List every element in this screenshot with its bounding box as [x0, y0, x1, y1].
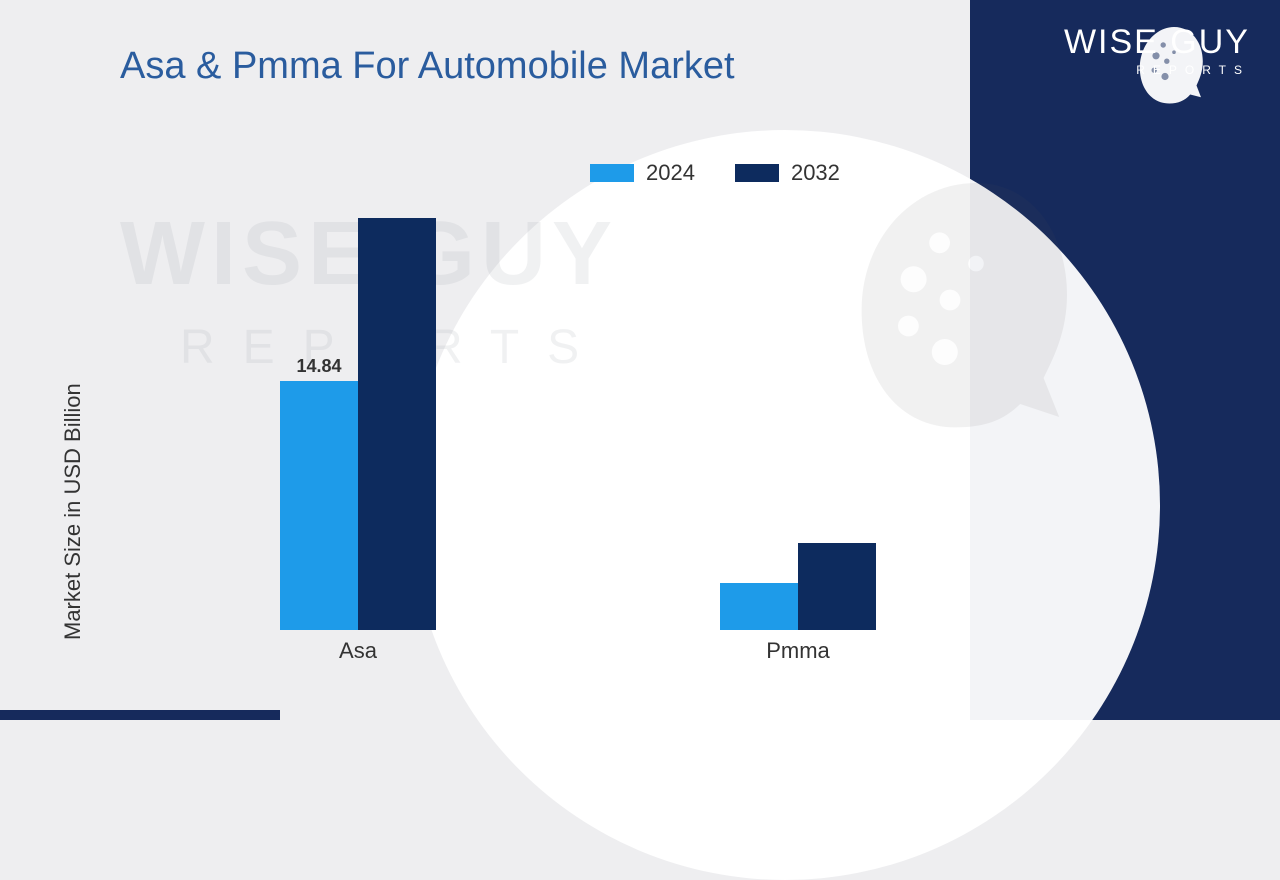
- chart-title: Asa & Pmma For Automobile Market: [120, 45, 735, 88]
- legend-swatch-2024: [590, 164, 634, 182]
- bar-pmma-2024: [720, 583, 798, 630]
- bar-group-asa: 14.84Asa: [280, 218, 436, 630]
- bar-value-label: 14.84: [296, 356, 341, 377]
- plot-region: 14.84Asa Pmma: [120, 210, 940, 630]
- x-axis-label: Pmma: [766, 638, 830, 664]
- x-axis-label: Asa: [339, 638, 377, 664]
- y-axis-label: Market Size in USD Billion: [60, 383, 86, 640]
- brand-logo: WISE GUY REPORTS: [1064, 25, 1250, 77]
- legend-label-2032: 2032: [791, 160, 840, 186]
- bottom-accent-bar: [0, 710, 280, 720]
- legend-swatch-2032: [735, 164, 779, 182]
- legend-label-2024: 2024: [646, 160, 695, 186]
- brand-logo-sub: REPORTS: [1064, 63, 1250, 77]
- legend: 2024 2032: [590, 160, 840, 186]
- bar-group-pmma: Pmma: [720, 543, 876, 630]
- legend-item-2032: 2032: [735, 160, 840, 186]
- legend-item-2024: 2024: [590, 160, 695, 186]
- brand-logo-main: WISE GUY: [1064, 25, 1250, 59]
- bar-asa-2024: 14.84: [280, 381, 358, 630]
- bar-pmma-2032: [798, 543, 876, 630]
- bar-asa-2032: [358, 218, 436, 630]
- chart-area: Market Size in USD Billion 2024 2032 14.…: [50, 160, 950, 680]
